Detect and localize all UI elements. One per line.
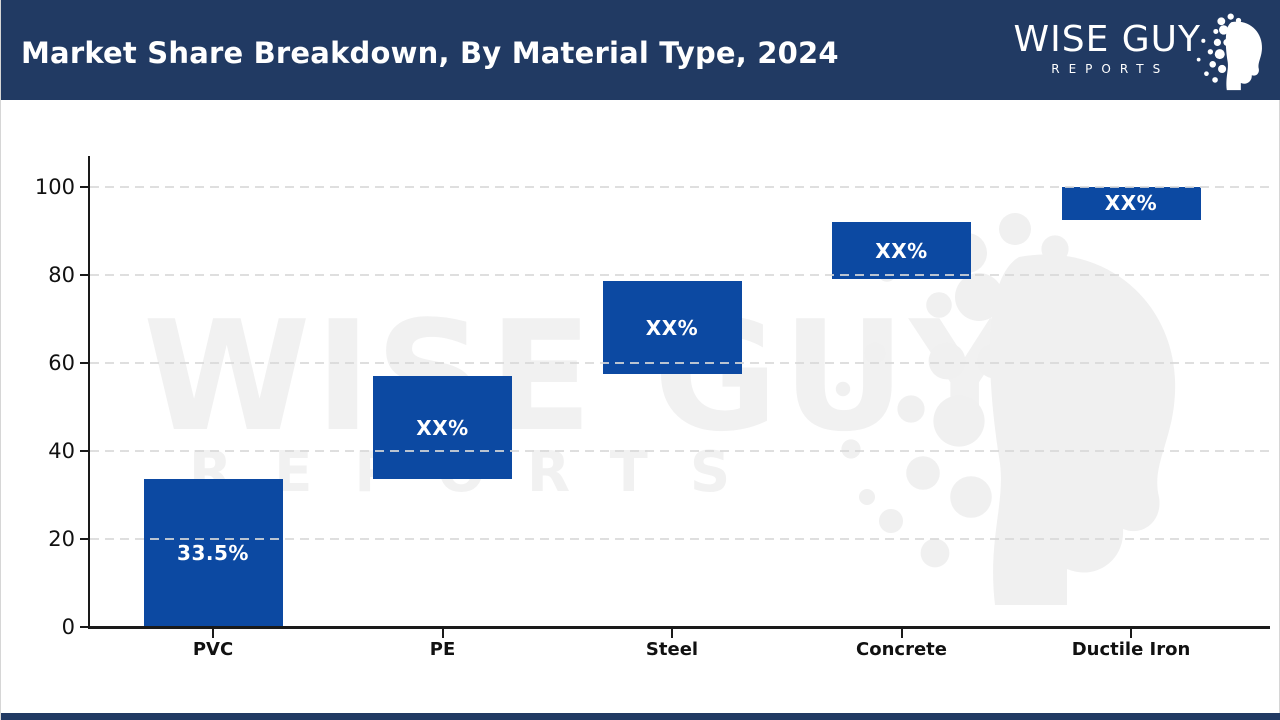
x-tick-label-ductile-iron: Ductile Iron — [1071, 639, 1191, 660]
bar-value-label: 33.5% — [177, 540, 249, 565]
bar-value-label: XX% — [875, 238, 928, 263]
gridline-100 — [90, 186, 1269, 188]
y-tick-label-100: 100 — [34, 175, 75, 199]
logo-head-icon — [1196, 13, 1262, 91]
bar-value-label: XX% — [416, 415, 469, 440]
y-tick-mark — [80, 361, 88, 364]
gridline-20 — [90, 537, 1269, 540]
header-band: Market Share Breakdown, By Material Type… — [1, 0, 1280, 100]
logo: WISE GUY REPORTS — [1014, 4, 1269, 96]
bar-value-label: XX% — [1104, 191, 1158, 216]
bar-pvc: 33.5% — [143, 479, 283, 627]
gridline-80 — [90, 273, 1269, 276]
bar-pe: XX% — [373, 375, 512, 480]
x-tick-label-pvc: PVC — [192, 639, 234, 660]
x-tick-mark — [900, 629, 903, 638]
x-tick-mark — [1130, 629, 1132, 638]
y-tick-label-80: 80 — [48, 262, 75, 287]
bar-value-label: XX% — [645, 315, 699, 340]
y-tick-label-0: 0 — [61, 614, 75, 639]
logo-subtext: REPORTS — [1051, 62, 1170, 76]
y-tick-mark — [80, 273, 88, 276]
y-axis-line — [88, 156, 90, 629]
x-tick-mark — [212, 629, 214, 638]
x-tick-label-pe: PE — [429, 639, 456, 660]
x-tick-label-steel: Steel — [645, 639, 699, 660]
logo-text: WISE GUY REPORTS — [1013, 19, 1202, 77]
x-tick-mark — [441, 629, 444, 638]
bar-ductile-iron: XX% — [1061, 187, 1201, 220]
y-tick-mark — [80, 186, 88, 188]
bar-concrete: XX% — [832, 222, 971, 280]
y-tick-mark — [80, 625, 88, 628]
gridline-40 — [90, 449, 1269, 452]
chart-title: Market Share Breakdown, By Material Type… — [21, 36, 839, 70]
y-tick-mark — [80, 449, 88, 452]
gridline-60 — [90, 361, 1269, 364]
watermark-wordmark: WISE GUY — [143, 288, 1024, 465]
watermark-head-icon — [835, 213, 1176, 605]
y-tick-label-40: 40 — [48, 438, 75, 463]
y-tick-mark — [80, 537, 88, 540]
footer-band — [1, 713, 1280, 720]
x-tick-label-concrete: Concrete — [856, 639, 947, 660]
y-tick-label-20: 20 — [48, 526, 75, 551]
x-tick-mark — [671, 629, 673, 638]
logo-wordmark: WISE GUY — [1013, 19, 1201, 60]
x-axis-line — [88, 626, 1270, 629]
y-tick-label-60: 60 — [48, 350, 75, 375]
bar-steel: XX% — [602, 281, 742, 374]
